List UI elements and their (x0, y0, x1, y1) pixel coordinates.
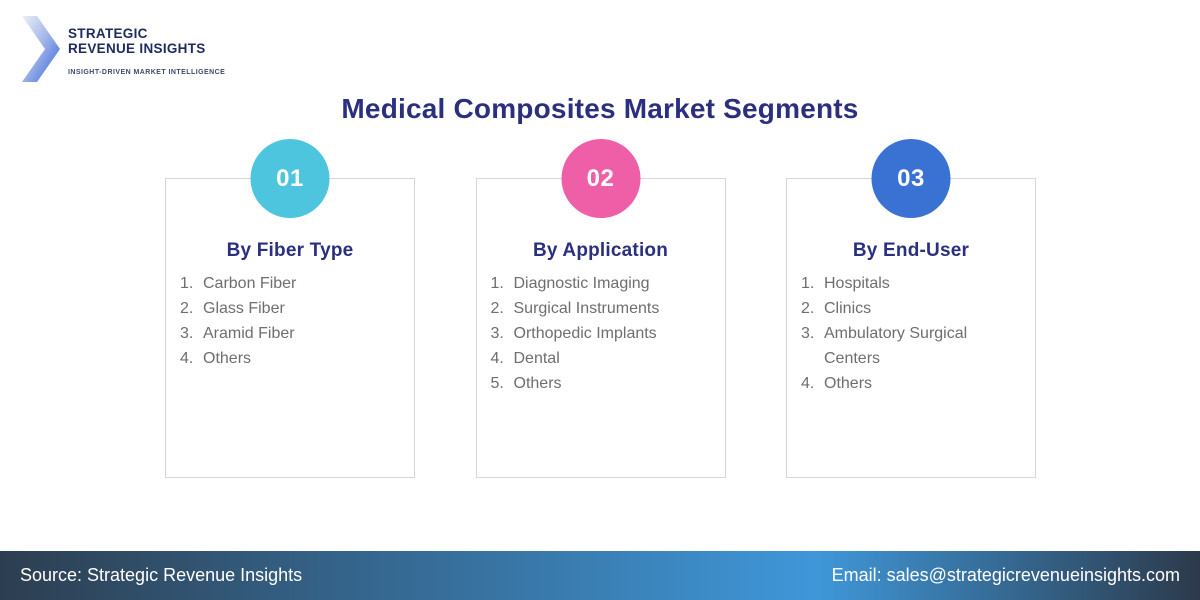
list-item: 4. Others (801, 371, 1001, 396)
item-number: 4. (801, 375, 815, 392)
brand-name: STRATEGIC REVENUE INSIGHTS (68, 26, 225, 56)
item-number: 2. (801, 300, 815, 317)
card-heading: By Application (532, 240, 669, 261)
item-number: 3. (490, 325, 504, 342)
footer-source-text: Source: Strategic Revenue Insights (20, 565, 303, 585)
segment-card-fiber-type: 01 By Fiber Type 1. Carbon Fiber 2. Glas… (165, 139, 415, 478)
card-number-badge: 02 (561, 139, 640, 218)
segment-card-end-user: 03 By End-User 1. Hospitals 2. Clinics 3… (786, 139, 1036, 478)
segment-list: 1. Carbon Fiber 2. Glass Fiber 3. Aramid… (166, 271, 414, 371)
item-number: 4. (490, 350, 504, 367)
list-item: 2. Glass Fiber (180, 296, 380, 321)
list-item: 5. Others (491, 371, 691, 396)
card-box: By Fiber Type 1. Carbon Fiber 2. Glass F… (165, 178, 415, 478)
item-number: 4. (180, 350, 194, 367)
segment-cards: 01 By Fiber Type 1. Carbon Fiber 2. Glas… (165, 139, 1036, 478)
item-label: Diagnostic Imaging (513, 275, 650, 292)
item-label: Orthopedic Implants (513, 325, 657, 342)
card-box: By End-User 1. Hospitals 2. Clinics 3. A… (786, 178, 1036, 478)
item-number: 2. (490, 300, 504, 317)
list-item: 1. Diagnostic Imaging (491, 271, 691, 296)
list-item: 3. Ambulatory Surgical Centers (801, 321, 1001, 371)
item-number: 1. (180, 275, 194, 292)
item-label: Ambulatory Surgical Centers (824, 325, 968, 367)
brand-name-line2: REVENUE INSIGHTS (68, 40, 206, 56)
item-label: Clinics (824, 300, 872, 317)
brand-name-line1: STRATEGIC (68, 26, 148, 41)
page-title: Medical Composites Market Segments (341, 93, 859, 124)
list-item: 3. Aramid Fiber (180, 321, 380, 346)
item-number: 2. (180, 300, 194, 317)
brand-chevron-icon (22, 16, 60, 82)
item-label: Dental (513, 350, 560, 367)
list-item: 4. Others (180, 346, 380, 371)
item-number: 5. (490, 375, 504, 392)
card-box: By Application 1. Diagnostic Imaging 2. … (475, 178, 726, 478)
card-heading: By Fiber Type (226, 240, 354, 261)
item-label: Glass Fiber (203, 300, 285, 317)
list-item: 4. Dental (491, 346, 691, 371)
item-label: Hospitals (824, 275, 890, 292)
item-label: Surgical Instruments (513, 300, 660, 317)
item-number: 1. (801, 275, 815, 292)
item-label: Carbon Fiber (203, 275, 297, 292)
list-item: 2. Surgical Instruments (491, 296, 691, 321)
list-item: 1. Carbon Fiber (180, 271, 380, 296)
item-label: Others (824, 375, 873, 392)
card-number-badge: 03 (871, 139, 951, 218)
list-item: 2. Clinics (801, 296, 1001, 321)
footer-bar: Source: Strategic Revenue Insights Email… (0, 551, 1200, 600)
list-item: 1. Hospitals (801, 271, 1001, 296)
brand-logo: STRATEGIC REVENUE INSIGHTS INSIGHT-DRIVE… (22, 16, 225, 82)
item-label: Others (513, 375, 562, 392)
brand-text: STRATEGIC REVENUE INSIGHTS INSIGHT-DRIVE… (68, 16, 225, 76)
segment-list: 1. Diagnostic Imaging 2. Surgical Instru… (477, 271, 725, 396)
item-number: 3. (801, 325, 815, 342)
item-label: Others (203, 350, 252, 367)
item-number: 1. (490, 275, 504, 292)
segment-list: 1. Hospitals 2. Clinics 3. Ambulatory Su… (787, 271, 1035, 396)
card-heading: By End-User (852, 240, 970, 261)
list-item: 3. Orthopedic Implants (491, 321, 691, 346)
item-number: 3. (180, 325, 194, 342)
brand-tagline: INSIGHT-DRIVEN MARKET INTELLIGENCE (68, 69, 226, 77)
card-number-badge: 01 (250, 139, 330, 218)
segment-card-application: 02 By Application 1. Diagnostic Imaging … (475, 139, 726, 478)
footer-email-text: Email: sales@strategicrevenueinsights.co… (831, 565, 1180, 585)
item-label: Aramid Fiber (203, 325, 295, 342)
